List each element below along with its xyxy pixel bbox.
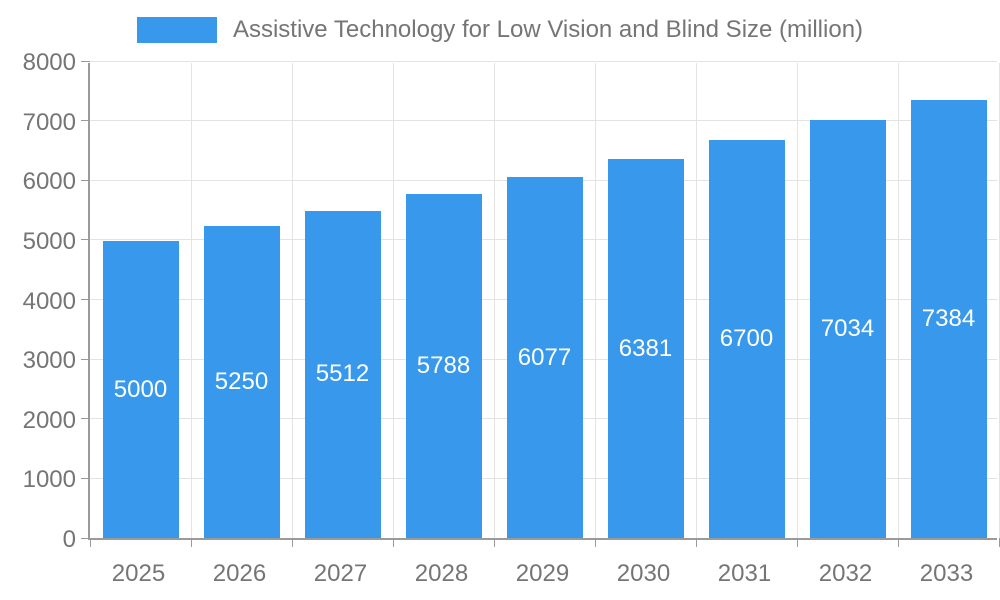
x-axis-tick bbox=[493, 538, 495, 547]
x-axis-label: 2026 bbox=[212, 560, 267, 587]
y-axis-tick bbox=[81, 60, 90, 62]
bar-2031[interactable]: 6700 bbox=[708, 140, 785, 538]
gridline-vertical bbox=[190, 63, 192, 538]
y-axis-label: 4000 bbox=[22, 287, 76, 315]
bar-value-label: 6700 bbox=[719, 325, 774, 353]
x-axis-label: 2027 bbox=[313, 560, 368, 587]
bar-slot: 5250 bbox=[191, 63, 292, 538]
x-axis-label: 2028 bbox=[414, 560, 469, 587]
bar-slot: 5000 bbox=[90, 63, 191, 538]
y-axis-label: 3000 bbox=[22, 347, 76, 375]
bar-value-label: 5512 bbox=[315, 360, 370, 388]
bar-value-label: 7034 bbox=[820, 315, 875, 343]
x-axis-label: 2030 bbox=[616, 560, 671, 587]
bar-2030[interactable]: 6381 bbox=[607, 159, 684, 538]
x-axis-label: 2029 bbox=[515, 560, 570, 587]
x-axis-tick bbox=[392, 538, 394, 547]
legend-label: Assistive Technology for Low Vision and … bbox=[232, 16, 864, 43]
gridline-vertical bbox=[392, 63, 394, 538]
bar-value-label: 6077 bbox=[517, 343, 572, 371]
gridline-horizontal bbox=[90, 120, 997, 122]
y-axis-tick bbox=[81, 477, 90, 479]
y-axis-tick bbox=[81, 418, 90, 420]
x-axis-tick bbox=[190, 538, 192, 547]
y-axis-label: 8000 bbox=[22, 49, 76, 76]
y-axis-tick bbox=[81, 120, 90, 122]
bar-2027[interactable]: 5512 bbox=[304, 210, 381, 538]
y-axis-tick bbox=[81, 179, 90, 181]
x-axis-label: 2031 bbox=[717, 560, 772, 587]
gridline-vertical bbox=[594, 63, 596, 538]
bar-slot: 6381 bbox=[595, 63, 696, 538]
gridline-vertical bbox=[291, 63, 293, 538]
y-axis-label: 7000 bbox=[22, 108, 76, 136]
x-axis-tick bbox=[594, 538, 596, 547]
x-axis-tick bbox=[796, 538, 798, 547]
bar-slot: 6700 bbox=[696, 63, 797, 538]
y-axis-label: 2000 bbox=[22, 406, 76, 434]
bar-2033[interactable]: 7384 bbox=[910, 99, 987, 538]
y-axis-tick bbox=[81, 299, 90, 300]
x-axis-tick bbox=[695, 538, 697, 547]
gridline-horizontal bbox=[90, 60, 997, 62]
bar-2025[interactable]: 5000 bbox=[102, 241, 179, 538]
bar-2028[interactable]: 5788 bbox=[405, 194, 482, 538]
gridline-vertical bbox=[998, 63, 1000, 538]
bar-value-label: 5250 bbox=[214, 368, 269, 396]
y-axis-label: 6000 bbox=[22, 168, 76, 196]
x-axis-tick bbox=[897, 538, 899, 547]
y-axis-tick bbox=[81, 239, 90, 241]
bar-slot: 5512 bbox=[292, 63, 393, 538]
y-axis-label: 0 bbox=[62, 526, 76, 553]
y-axis-tick bbox=[81, 358, 90, 360]
x-axis-label: 2032 bbox=[818, 560, 873, 587]
bar-slot: 5788 bbox=[393, 63, 494, 538]
bar-value-label: 7384 bbox=[921, 304, 976, 332]
y-axis-label: 5000 bbox=[22, 227, 76, 255]
legend-swatch bbox=[136, 17, 217, 43]
gridline-vertical bbox=[897, 63, 899, 538]
legend-item[interactable]: Assistive Technology for Low Vision and … bbox=[0, 16, 1000, 44]
bar-slot: 6077 bbox=[494, 63, 595, 538]
bar-2026[interactable]: 5250 bbox=[203, 226, 280, 538]
bar-value-label: 6381 bbox=[618, 334, 673, 362]
bar-2029[interactable]: 6077 bbox=[506, 177, 583, 538]
bar-2032[interactable]: 7034 bbox=[809, 120, 886, 538]
gridline-vertical bbox=[695, 63, 697, 538]
bar-value-label: 5000 bbox=[113, 375, 168, 403]
bar-value-label: 5788 bbox=[416, 352, 471, 380]
bar-slot: 7034 bbox=[797, 63, 898, 538]
y-axis-tick bbox=[81, 537, 90, 539]
bar-slot: 7384 bbox=[898, 63, 999, 538]
x-axis-label: 2025 bbox=[111, 560, 166, 587]
plot-area: 5000 5250 5512 5788 6077 6381 6700 7034 7384 bbox=[81, 60, 1000, 547]
x-axis-tick bbox=[998, 538, 1000, 547]
gridline-vertical bbox=[493, 63, 495, 538]
x-axis-tick bbox=[89, 538, 91, 547]
x-axis-tick bbox=[291, 538, 293, 547]
gridline-vertical bbox=[796, 63, 798, 538]
y-axis-label: 1000 bbox=[22, 466, 76, 494]
x-axis-label: 2033 bbox=[919, 560, 974, 587]
